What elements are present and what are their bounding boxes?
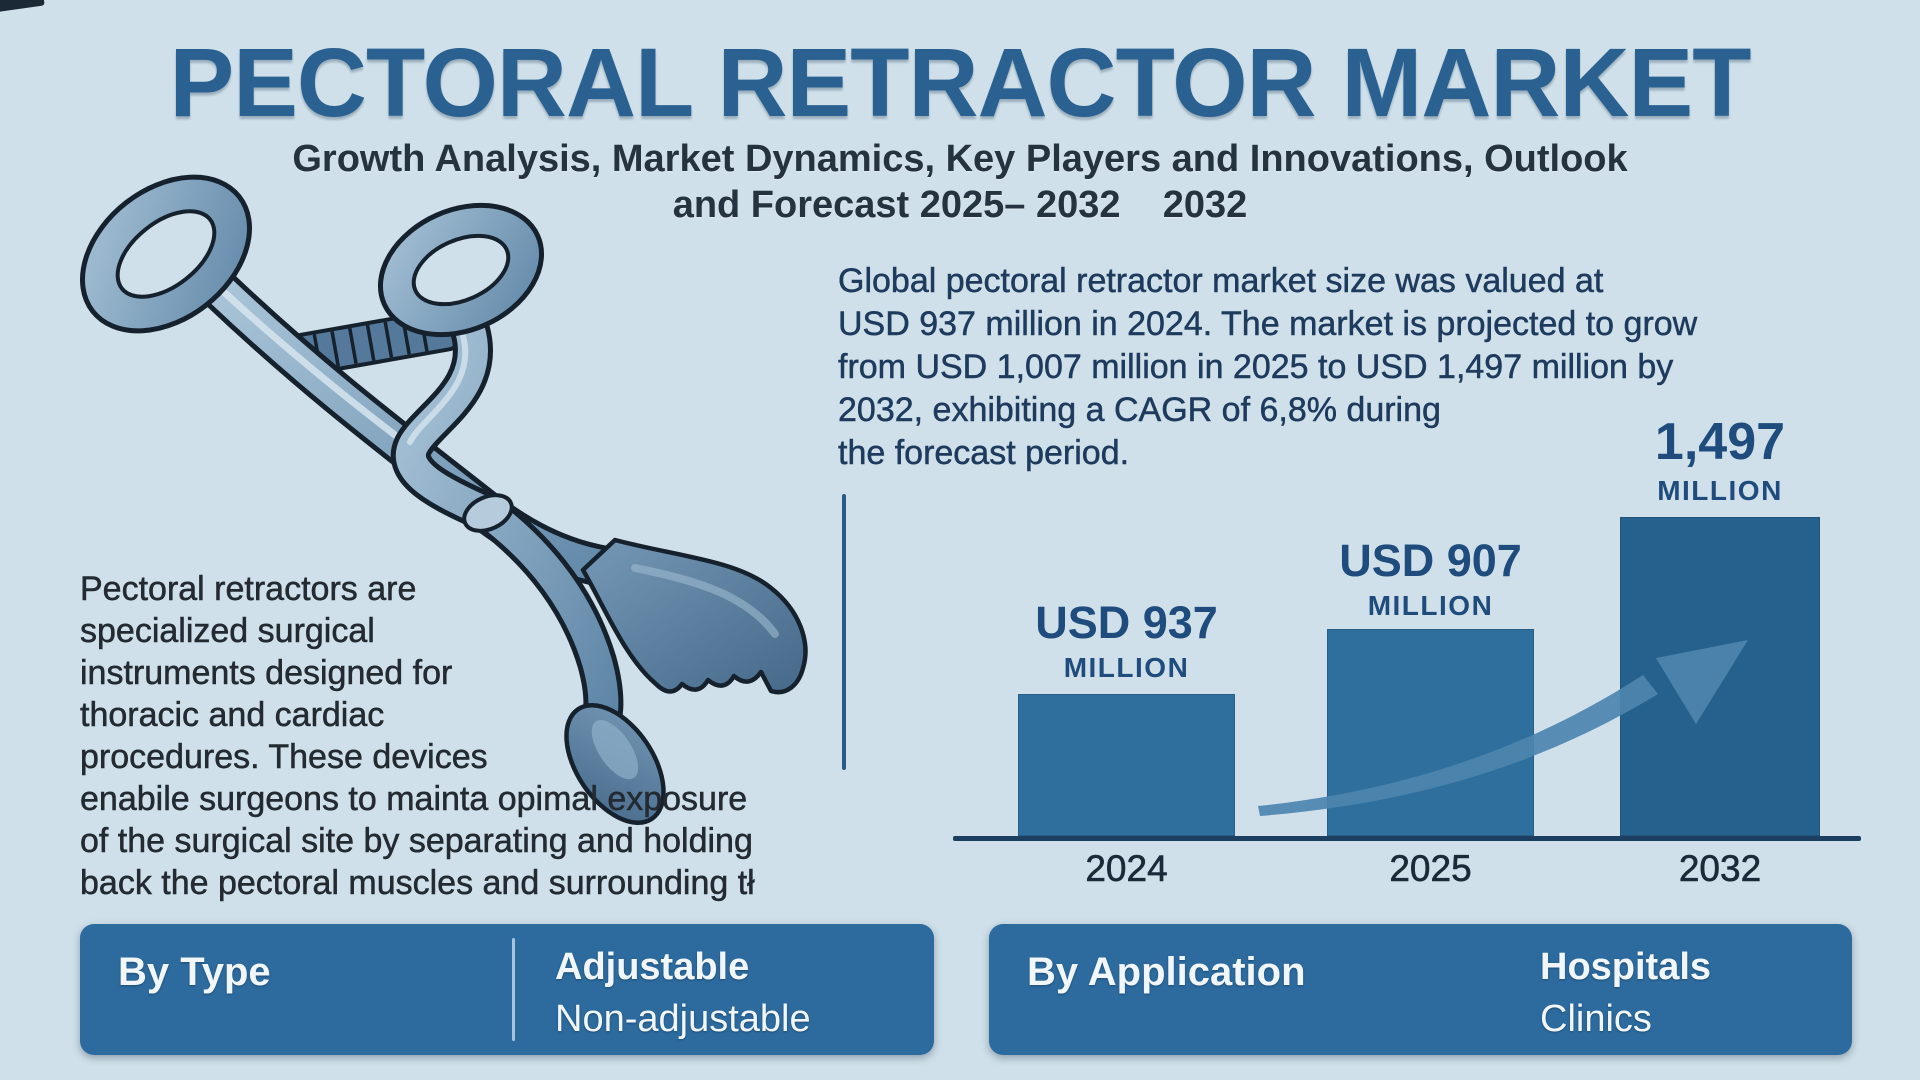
x-tick-2024: 2024: [1085, 848, 1168, 890]
by-type-label: By Type: [118, 950, 271, 994]
about-paragraph: Pectoral retractors are specialized surg…: [80, 568, 880, 904]
finger-ring-left-icon: [80, 174, 252, 334]
bar-2024: [1018, 694, 1235, 836]
about-line: instruments designed for: [80, 654, 453, 693]
by-application-label: By Application: [1027, 950, 1306, 994]
about-line: procedures. These devices: [80, 738, 488, 777]
summary-line: 2032, exhibiting a CAGR of 6,8% during: [838, 391, 1441, 430]
growth-arrow-icon: [1258, 640, 1748, 816]
pectoral-retractor-illustration: [80, 174, 808, 825]
about-line: of the surgical site by separating and h…: [80, 822, 753, 861]
serrated-jaw-icon: [580, 537, 808, 695]
bar-value-label-2025: USD 907 MILLION: [1317, 538, 1544, 620]
x-axis-line: [953, 836, 1861, 841]
summary-line: Global pectoral retractor market size wa…: [838, 262, 1604, 301]
by-application-panel: By Application Hospitals Clinics: [989, 924, 1852, 1055]
summary-line: USD 937 million in 2024. The market is p…: [838, 305, 1698, 344]
bar-value-label-2024: USD 937 MILLION: [1008, 600, 1245, 682]
about-line: Pectoral retractors are: [80, 570, 417, 609]
type-option-adjustable: Adjustable: [555, 946, 750, 988]
bar-unit: MILLION: [1657, 475, 1783, 506]
summary-line: the forecast period.: [838, 434, 1130, 473]
x-tick-2032: 2032: [1678, 848, 1762, 890]
bar-value: USD 937: [1035, 597, 1218, 648]
page-title: PECTORAL RETRACTOR MARKET: [169, 28, 1752, 137]
finger-ring-right-icon: [377, 202, 545, 338]
corner-artifact-mark: [0, 0, 45, 13]
subtitle-line-2: and Forecast 2025– 2032 2032: [672, 184, 1248, 226]
about-line: enabile surgeons to mainta opimal exposu…: [80, 780, 748, 819]
subtitle-line-1: Growth Analysis, Market Dynamics, Key Pl…: [292, 138, 1628, 180]
about-line: back the pectoral muscles and surroundin…: [80, 864, 755, 903]
about-line: specialized surgical: [80, 612, 375, 651]
x-tick-2025: 2025: [1389, 848, 1472, 890]
bar-value-label-2032: 1,497 MILLION: [1610, 416, 1830, 505]
panel-divider: [512, 938, 515, 1041]
application-option-hospitals: Hospitals: [1540, 946, 1712, 988]
market-summary-paragraph: Global pectoral retractor market size wa…: [838, 260, 1898, 475]
summary-line: from USD 1,007 million in 2025 to USD 1,…: [838, 348, 1674, 387]
bar-unit: MILLION: [1367, 590, 1494, 621]
bar-unit: MILLION: [1063, 652, 1190, 683]
spoon-jaw-icon: [564, 703, 666, 825]
application-option-clinics: Clinics: [1540, 998, 1652, 1040]
bar-value: 1,497: [1654, 413, 1786, 471]
pivot-screw-icon: [462, 493, 514, 533]
section-divider: [842, 494, 846, 770]
type-option-non-adjustable: Non-adjustable: [555, 998, 811, 1040]
by-type-panel: By Type Adjustable Non-adjustable: [80, 924, 934, 1055]
bar-value: USD 907: [1339, 535, 1522, 586]
about-line: thoracic and cardiac: [80, 696, 385, 735]
